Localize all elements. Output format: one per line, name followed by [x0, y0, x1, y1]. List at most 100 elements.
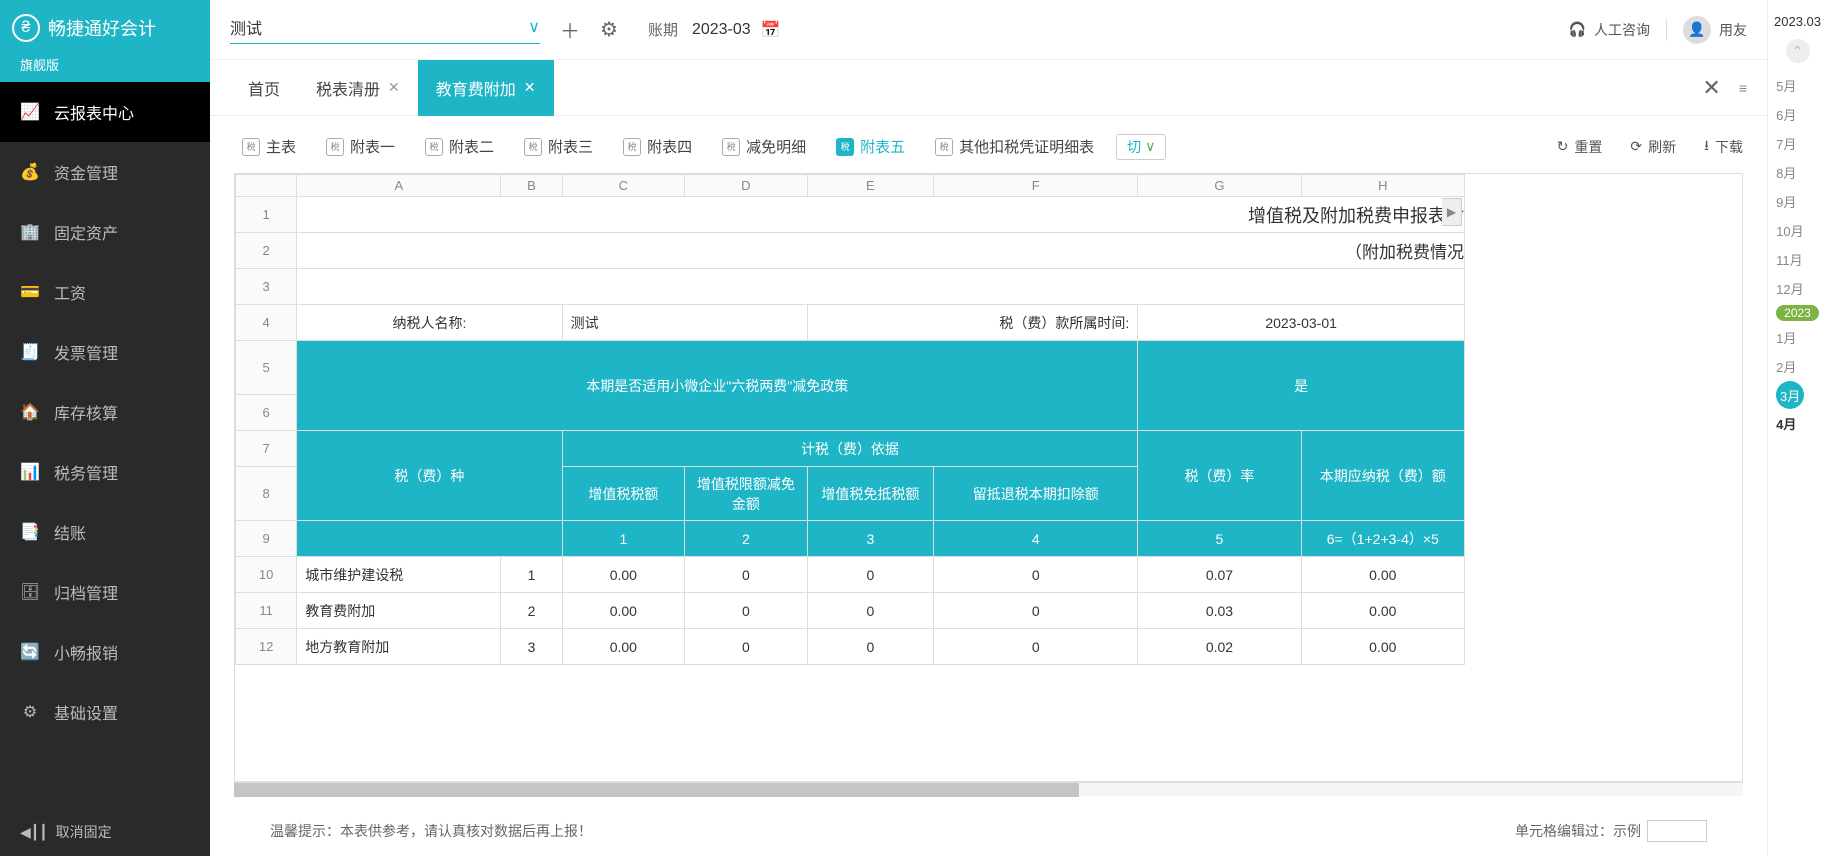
month-item[interactable]: 4月: [1776, 409, 1819, 438]
cell[interactable]: 0: [685, 593, 807, 629]
refresh-label: 刷新: [1648, 137, 1676, 157]
cell[interactable]: 0.00: [562, 593, 684, 629]
cell-tax-name[interactable]: 地方教育附加: [297, 629, 501, 665]
col-head[interactable]: C: [562, 175, 684, 197]
cell[interactable]: 0: [807, 629, 934, 665]
hdr-vat-exempt: 增值税免抵税额: [807, 467, 934, 521]
cell[interactable]: 0.07: [1138, 557, 1301, 593]
page-tab[interactable]: 税表清册✕: [298, 60, 418, 116]
sidebar-item[interactable]: 🏢固定资产: [0, 202, 210, 262]
sheet-tab[interactable]: 税附表四: [615, 132, 700, 161]
cell[interactable]: 0: [807, 593, 934, 629]
scrollbar-thumb[interactable]: [234, 783, 1079, 797]
sidebar-item[interactable]: 🧾发票管理: [0, 322, 210, 382]
cell[interactable]: 0.00: [1301, 629, 1464, 665]
download-icon: ⭳: [1704, 135, 1709, 159]
month-item[interactable]: 12月: [1776, 274, 1819, 303]
month-item[interactable]: 9月: [1776, 187, 1819, 216]
month-item[interactable]: 1月: [1776, 323, 1819, 352]
add-button[interactable]: ＋: [560, 15, 580, 44]
sidebar-item[interactable]: 💳工资: [0, 262, 210, 322]
tab-close-icon[interactable]: ✕: [388, 79, 400, 96]
sheet-tab[interactable]: 税减免明细: [714, 132, 814, 161]
cell[interactable]: 0: [934, 629, 1138, 665]
horizontal-scrollbar[interactable]: [234, 782, 1743, 796]
consult-button[interactable]: 人工咨询: [1594, 20, 1650, 40]
sheet-tab[interactable]: 税其他扣税凭证明细表: [927, 132, 1102, 161]
company-select[interactable]: 测试 ∨: [230, 15, 540, 44]
sidebar-item[interactable]: 📈云报表中心: [0, 82, 210, 142]
cell-tax-name[interactable]: 城市维护建设税: [297, 557, 501, 593]
refresh-button[interactable]: ⟳刷新: [1630, 135, 1676, 159]
cell[interactable]: 0.00: [1301, 593, 1464, 629]
month-item[interactable]: 7月: [1776, 129, 1819, 158]
col-head[interactable]: H: [1301, 175, 1464, 197]
tab-close-icon[interactable]: ✕: [524, 79, 536, 96]
hdr-tax-type: 税（费）种: [297, 431, 562, 521]
sidebar-item[interactable]: 📊税务管理: [0, 442, 210, 502]
sheet-tab[interactable]: 税附表五: [828, 132, 913, 161]
col-head[interactable]: G: [1138, 175, 1301, 197]
cell[interactable]: 0.00: [1301, 557, 1464, 593]
month-item[interactable]: 8月: [1776, 158, 1819, 187]
sidebar-item[interactable]: 🔄小畅报销: [0, 622, 210, 682]
cell-tax-name[interactable]: 教育费附加: [297, 593, 501, 629]
reset-button[interactable]: ↻重置: [1557, 135, 1603, 159]
cell[interactable]: 0: [807, 557, 934, 593]
month-item[interactable]: 2月: [1776, 352, 1819, 381]
cell-idx[interactable]: 3: [501, 629, 562, 665]
month-item[interactable]: 10月: [1776, 216, 1819, 245]
month-item[interactable]: 3月: [1776, 381, 1804, 409]
cell[interactable]: 0.00: [562, 629, 684, 665]
page-tab[interactable]: 首页: [230, 60, 298, 116]
cell[interactable]: 0: [685, 557, 807, 593]
edited-label: 单元格编辑过：: [1515, 821, 1613, 841]
col-head[interactable]: F: [934, 175, 1138, 197]
cell[interactable]: 0.03: [1138, 593, 1301, 629]
download-button[interactable]: ⭳下载: [1704, 135, 1743, 159]
spreadsheet: A B C D E F G H 1增值税及附加税费申报表附 2（附加税费情况 3…: [210, 173, 1767, 806]
empty-cell: [297, 269, 1465, 305]
sheet-tab[interactable]: 税附表三: [516, 132, 601, 161]
tabs-menu-icon[interactable]: ≡: [1739, 80, 1747, 96]
sidebar-item[interactable]: 💰资金管理: [0, 142, 210, 202]
sidebar-item[interactable]: 🏠库存核算: [0, 382, 210, 442]
avatar[interactable]: 👤: [1683, 16, 1711, 44]
sidebar-item[interactable]: 🗄归档管理: [0, 562, 210, 622]
sheet-toolbar: 税主表税附表一税附表二税附表三税附表四税减免明细税附表五税其他扣税凭证明细表 切…: [210, 116, 1767, 173]
nav-icon: 🏢: [20, 222, 40, 242]
month-item[interactable]: 11月: [1776, 245, 1819, 274]
month-item[interactable]: 6月: [1776, 100, 1819, 129]
sidebar-unpin[interactable]: ◀┃┃ 取消固定: [0, 808, 210, 856]
cell[interactable]: 0.00: [562, 557, 684, 593]
page-tab[interactable]: 教育费附加 ✕: [418, 60, 554, 116]
sheet-tab[interactable]: 税附表一: [318, 132, 403, 161]
chevron-down-icon: ∨: [528, 17, 540, 37]
settings-icon[interactable]: ⚙: [600, 17, 618, 42]
cell[interactable]: 0: [934, 557, 1138, 593]
divider: [1666, 19, 1667, 41]
cell[interactable]: 0: [685, 629, 807, 665]
cell[interactable]: 0.02: [1138, 629, 1301, 665]
sheet-tab[interactable]: 税附表二: [417, 132, 502, 161]
tab-label: 教育费附加: [436, 76, 516, 100]
col-head[interactable]: D: [685, 175, 807, 197]
month-item[interactable]: 5月: [1776, 71, 1819, 100]
col-head[interactable]: B: [501, 175, 562, 197]
sidebar-unpin-label: 取消固定: [56, 822, 112, 842]
toggle-switch[interactable]: 切 ∨: [1116, 134, 1166, 160]
sheet-tab-icon: 税: [836, 138, 854, 156]
cell[interactable]: 0: [934, 593, 1138, 629]
scroll-up-icon[interactable]: ⌃: [1786, 39, 1810, 63]
sidebar-item[interactable]: 📑结账: [0, 502, 210, 562]
col-head[interactable]: E: [807, 175, 934, 197]
sheet-tab[interactable]: 税主表: [234, 132, 304, 161]
cell-idx[interactable]: 2: [501, 593, 562, 629]
close-all-tabs[interactable]: ✕: [1702, 75, 1720, 101]
period-owed-value: 2023-03-01: [1138, 305, 1465, 341]
cell-idx[interactable]: 1: [501, 557, 562, 593]
expand-panel-button[interactable]: ▶: [1442, 198, 1462, 226]
col-head[interactable]: A: [297, 175, 501, 197]
sidebar-item[interactable]: ⚙基础设置: [0, 682, 210, 742]
calendar-icon[interactable]: 📅: [761, 20, 781, 40]
